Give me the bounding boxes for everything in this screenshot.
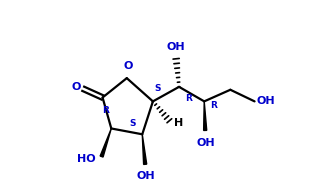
- Polygon shape: [204, 101, 207, 130]
- Text: OH: OH: [167, 42, 185, 52]
- Text: OH: OH: [257, 96, 275, 106]
- Text: R: R: [211, 101, 217, 110]
- Polygon shape: [142, 134, 147, 164]
- Text: OH: OH: [137, 171, 156, 181]
- Text: R: R: [185, 94, 192, 103]
- Text: OH: OH: [197, 138, 215, 148]
- Text: R: R: [102, 105, 109, 115]
- Text: O: O: [123, 61, 132, 71]
- Text: S: S: [129, 119, 136, 128]
- Text: H: H: [174, 118, 183, 128]
- Text: O: O: [72, 82, 81, 92]
- Polygon shape: [100, 129, 111, 157]
- Text: HO: HO: [77, 154, 96, 164]
- Text: S: S: [155, 84, 161, 93]
